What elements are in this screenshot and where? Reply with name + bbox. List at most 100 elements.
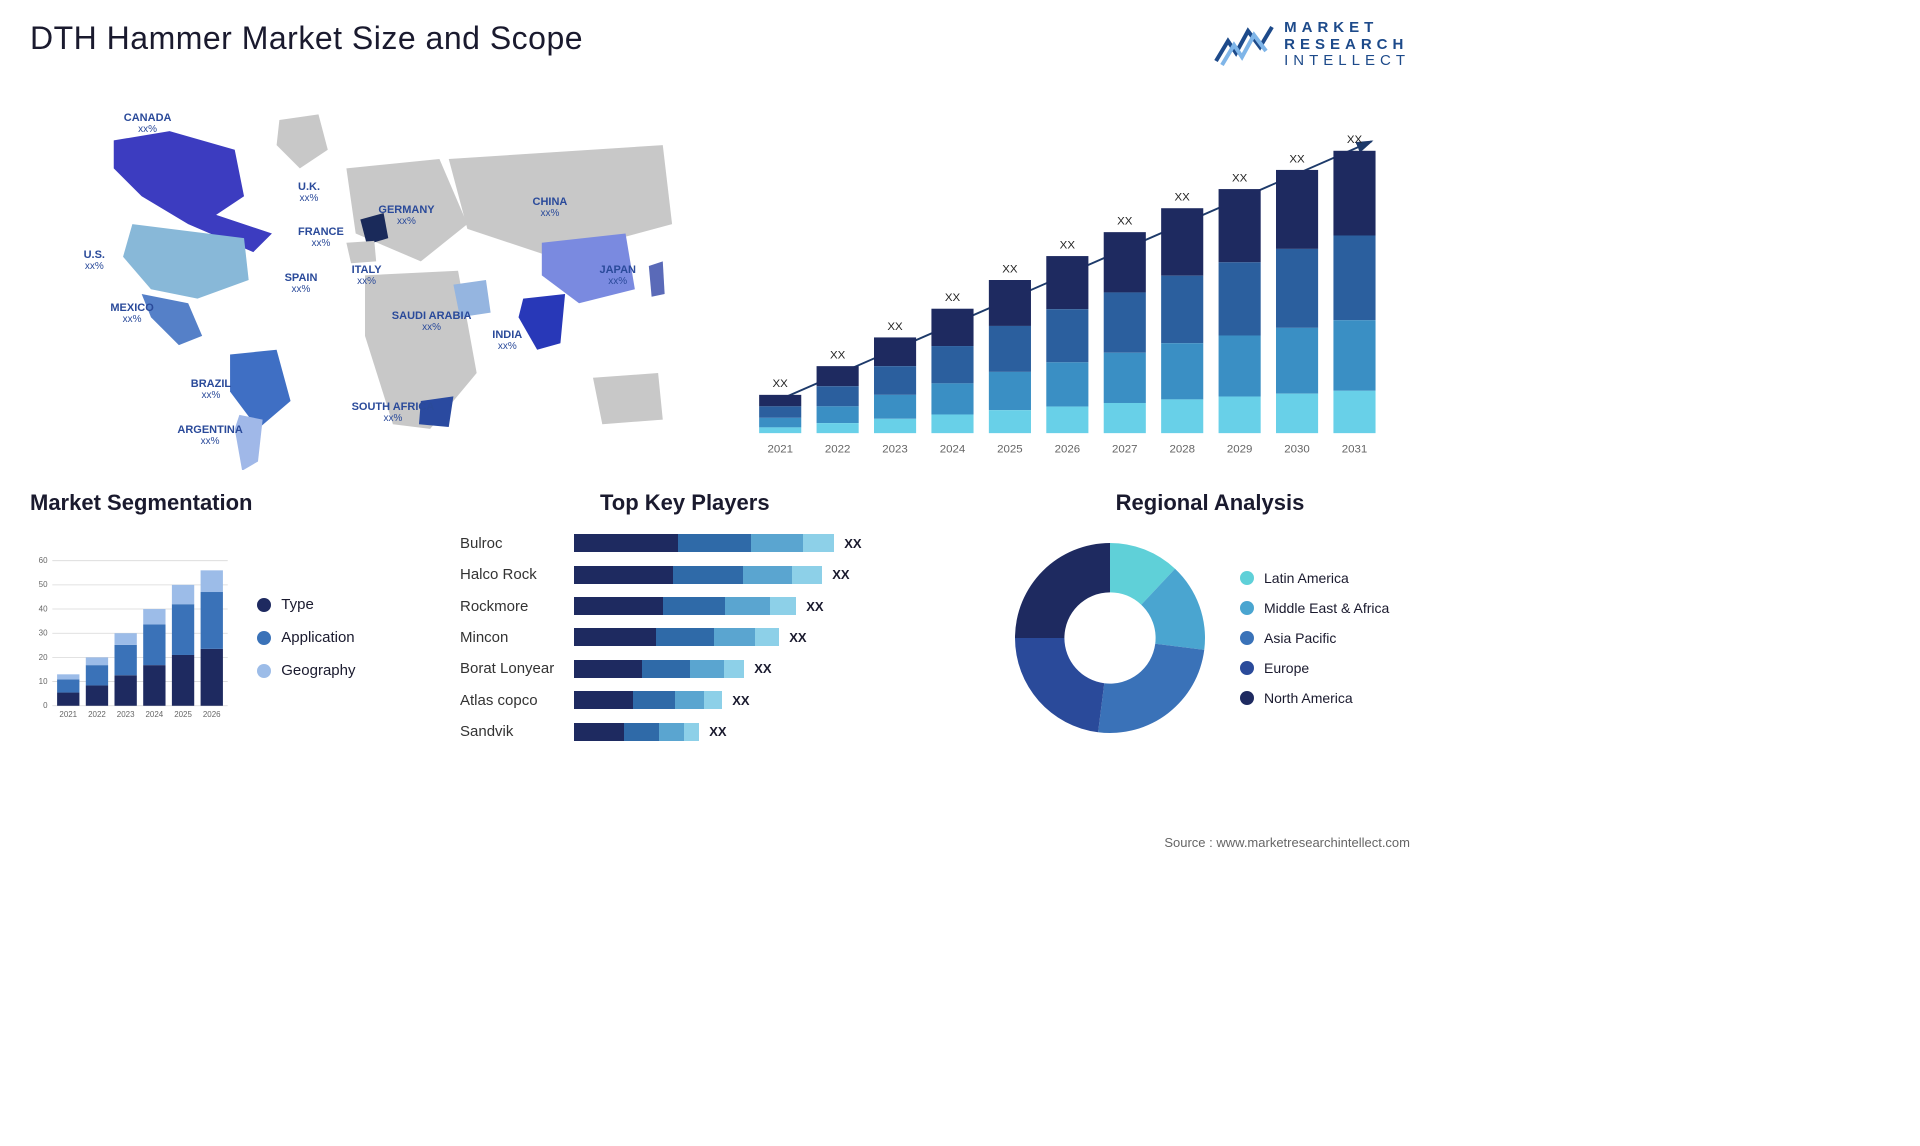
- year-axis-label: 2026: [1055, 443, 1081, 455]
- bar-segment: [1161, 275, 1203, 342]
- bar-segment: [759, 427, 801, 433]
- map-label-spain: SPAINxx%: [285, 272, 318, 295]
- bar-segment: [931, 308, 973, 345]
- seg-year-label: 2024: [145, 709, 163, 718]
- segmentation-chart: 0102030405060202120222023202420252026: [30, 528, 237, 748]
- bar-segment: [1046, 256, 1088, 309]
- bar-segment: [1276, 169, 1318, 248]
- player-bar-row: XX: [574, 534, 980, 552]
- seg-year-label: 2022: [88, 709, 106, 718]
- map-label-china: CHINAxx%: [533, 196, 568, 219]
- seg-bar-segment: [201, 592, 223, 649]
- map-label-mexico: MEXICOxx%: [110, 302, 153, 325]
- seg-legend-row: Geography: [257, 662, 430, 679]
- bar-segment: [989, 371, 1031, 409]
- bar-segment: [1046, 406, 1088, 433]
- map-label-brazil: BRAZILxx%: [191, 378, 231, 401]
- player-bar-segment: [642, 660, 690, 678]
- seg-bar-segment: [172, 584, 194, 603]
- legend-label: Europe: [1264, 660, 1309, 676]
- bar-value-label: XX: [1347, 134, 1363, 146]
- bar-segment: [1333, 150, 1375, 235]
- player-value-label: XX: [709, 724, 726, 739]
- player-bar-segment: [684, 723, 699, 741]
- segmentation-title: Market Segmentation: [30, 490, 430, 516]
- legend-swatch-icon: [1240, 691, 1254, 705]
- legend-label: Middle East & Africa: [1264, 600, 1389, 616]
- year-axis-label: 2021: [767, 443, 793, 455]
- map-label-canada: CANADAxx%: [124, 112, 172, 135]
- map-label-south-africa: SOUTH AFRICAxx%: [352, 401, 435, 424]
- year-axis-label: 2024: [940, 443, 966, 455]
- player-bar-segment: [673, 566, 742, 584]
- player-name: Mincon: [460, 629, 554, 646]
- brand-logo: MARKET RESEARCH INTELLECT: [1214, 20, 1410, 70]
- map-label-italy: ITALYxx%: [352, 264, 382, 287]
- bar-segment: [817, 406, 859, 423]
- player-bar-row: XX: [574, 723, 980, 741]
- bar-segment: [874, 394, 916, 418]
- map-label-germany: GERMANYxx%: [378, 204, 434, 227]
- player-bar-segment: [725, 597, 769, 615]
- seg-year-label: 2025: [174, 709, 192, 718]
- player-name: Atlas copco: [460, 692, 554, 709]
- bar-value-label: XX: [773, 378, 789, 390]
- year-axis-label: 2030: [1284, 443, 1310, 455]
- seg-legend-row: Application: [257, 629, 430, 646]
- seg-bar-segment: [86, 685, 108, 705]
- world-map: CANADAxx%U.S.xx%MEXICOxx%BRAZILxx%ARGENT…: [30, 90, 700, 470]
- donut-slice: [1015, 543, 1110, 638]
- seg-bar-segment: [57, 679, 79, 692]
- player-name: Bulroc: [460, 535, 554, 552]
- player-value-label: XX: [844, 536, 861, 551]
- bar-segment: [1161, 343, 1203, 399]
- legend-label: Type: [281, 596, 314, 613]
- segmentation-section: Market Segmentation 01020304050602021202…: [30, 490, 430, 770]
- player-bar-segment: [574, 660, 642, 678]
- regional-title: Regional Analysis: [1010, 490, 1410, 516]
- bar-value-label: XX: [1175, 191, 1191, 203]
- seg-bar-segment: [201, 570, 223, 592]
- bar-value-label: XX: [1060, 239, 1076, 251]
- logo-icon: [1214, 21, 1274, 69]
- year-axis-label: 2029: [1227, 443, 1253, 455]
- player-bar-segment: [574, 534, 678, 552]
- legend-label: Geography: [281, 662, 355, 679]
- player-name: Halco Rock: [460, 566, 554, 583]
- map-label-argentina: ARGENTINAxx%: [177, 424, 242, 447]
- map-label-india: INDIAxx%: [492, 329, 522, 352]
- player-bar-segment: [770, 597, 797, 615]
- bar-segment: [989, 325, 1031, 371]
- player-bar-row: XX: [574, 566, 980, 584]
- legend-swatch-icon: [1240, 601, 1254, 615]
- bar-segment: [1219, 262, 1261, 335]
- bar-value-label: XX: [830, 349, 846, 361]
- player-bar-segment: [574, 628, 656, 646]
- seg-bar-segment: [172, 654, 194, 705]
- bar-segment: [1046, 309, 1088, 362]
- bar-segment: [1104, 352, 1146, 402]
- legend-label: Latin America: [1264, 570, 1349, 586]
- year-axis-label: 2023: [882, 443, 908, 455]
- player-bar-segment: [633, 691, 674, 709]
- map-label-france: FRANCExx%: [298, 226, 344, 249]
- bar-value-label: XX: [945, 292, 961, 304]
- year-axis-label: 2025: [997, 443, 1023, 455]
- player-bar-segment: [624, 723, 659, 741]
- player-bar-segment: [659, 723, 684, 741]
- seg-bar-segment: [143, 609, 165, 624]
- player-bar: [574, 723, 699, 741]
- bar-segment: [874, 418, 916, 432]
- seg-bar-segment: [115, 633, 137, 645]
- player-bar: [574, 534, 834, 552]
- bar-segment: [1046, 362, 1088, 406]
- player-bar-segment: [675, 691, 705, 709]
- donut-slice: [1015, 638, 1104, 732]
- logo-line1: MARKET: [1284, 20, 1410, 37]
- map-label-u-k-: U.K.xx%: [298, 181, 320, 204]
- seg-bar-segment: [115, 675, 137, 705]
- player-value-label: XX: [754, 661, 771, 676]
- bar-segment: [1333, 320, 1375, 391]
- seg-bar-segment: [143, 624, 165, 665]
- player-bar: [574, 691, 722, 709]
